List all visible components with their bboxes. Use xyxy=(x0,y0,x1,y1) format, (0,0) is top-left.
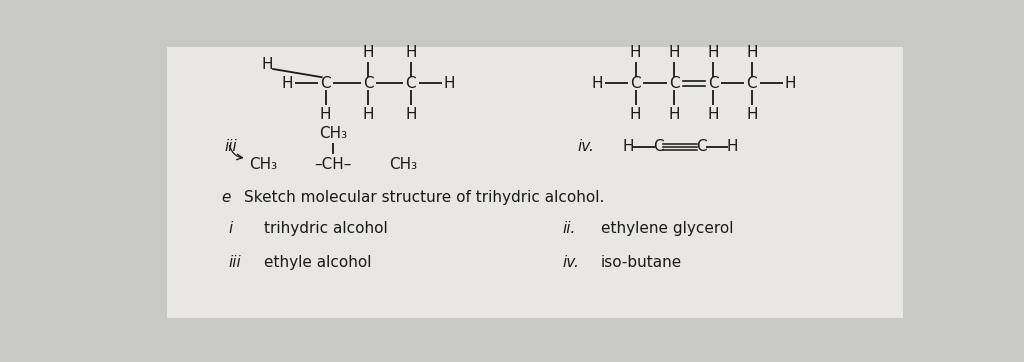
Text: H: H xyxy=(784,76,797,91)
Text: H: H xyxy=(262,57,273,72)
Text: iii: iii xyxy=(228,254,242,270)
Text: ethyle alcohol: ethyle alcohol xyxy=(263,254,371,270)
Text: H: H xyxy=(319,107,332,122)
Text: iso-butane: iso-butane xyxy=(601,254,682,270)
Text: H: H xyxy=(708,107,719,122)
Text: iii: iii xyxy=(225,139,238,154)
Text: C: C xyxy=(631,76,641,91)
Text: e: e xyxy=(221,190,230,205)
Text: trihydric alcohol: trihydric alcohol xyxy=(263,221,387,236)
Text: iv.: iv. xyxy=(578,139,594,154)
Text: ii.: ii. xyxy=(562,221,575,236)
Text: ethylene glycerol: ethylene glycerol xyxy=(601,221,733,236)
Text: H: H xyxy=(362,107,374,122)
Text: C: C xyxy=(321,76,331,91)
Text: C: C xyxy=(362,76,374,91)
Text: H: H xyxy=(406,45,417,60)
Text: –CH–: –CH– xyxy=(314,157,352,172)
Text: H: H xyxy=(630,107,641,122)
Text: H: H xyxy=(406,107,417,122)
Text: H: H xyxy=(443,76,456,91)
Text: H: H xyxy=(591,76,603,91)
Text: CH₃: CH₃ xyxy=(319,126,347,141)
Text: H: H xyxy=(727,139,738,154)
Text: i: i xyxy=(228,221,233,236)
Text: C: C xyxy=(406,76,416,91)
Text: C: C xyxy=(708,76,719,91)
Text: iv.: iv. xyxy=(562,254,579,270)
Text: CH₃: CH₃ xyxy=(250,157,278,172)
Text: H: H xyxy=(623,139,634,154)
Text: Sketch molecular structure of trihydric alcohol.: Sketch molecular structure of trihydric … xyxy=(245,190,604,205)
Text: H: H xyxy=(746,107,758,122)
Text: C: C xyxy=(653,139,665,154)
Text: H: H xyxy=(669,107,680,122)
Text: H: H xyxy=(708,45,719,60)
Text: C: C xyxy=(696,139,707,154)
Text: C: C xyxy=(746,76,757,91)
Text: H: H xyxy=(669,45,680,60)
Text: H: H xyxy=(630,45,641,60)
Text: H: H xyxy=(746,45,758,60)
Text: CH₃: CH₃ xyxy=(389,157,417,172)
Text: C: C xyxy=(669,76,680,91)
Text: H: H xyxy=(282,76,293,91)
Text: H: H xyxy=(362,45,374,60)
FancyBboxPatch shape xyxy=(167,47,903,318)
